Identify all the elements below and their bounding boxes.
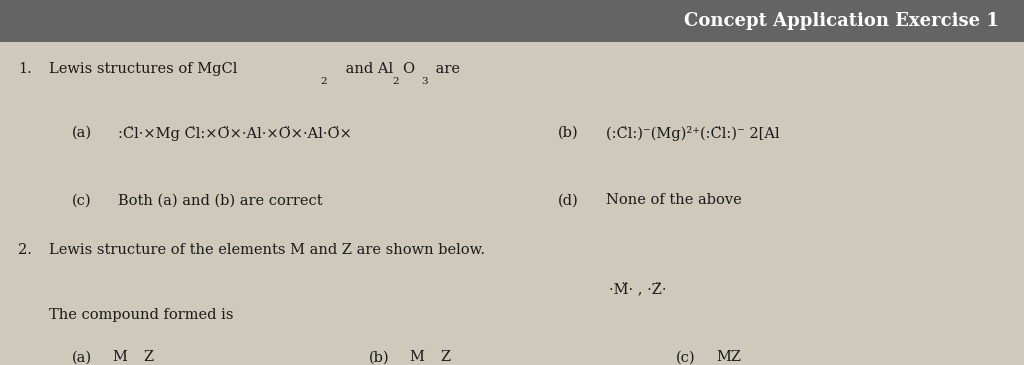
Text: are: are xyxy=(431,62,460,76)
FancyBboxPatch shape xyxy=(0,0,1024,42)
Text: (a): (a) xyxy=(72,126,92,140)
Text: Both (a) and (b) are correct: Both (a) and (b) are correct xyxy=(118,193,323,207)
Text: (b): (b) xyxy=(369,350,389,364)
Text: (:C̈l:)⁻(Mg)²⁺(:C̈l:)⁻ 2[Al: (:C̈l:)⁻(Mg)²⁺(:C̈l:)⁻ 2[Al xyxy=(606,126,780,141)
Text: 1.: 1. xyxy=(18,62,32,76)
Text: and Al: and Al xyxy=(341,62,393,76)
Text: Lewis structures of MgCl: Lewis structures of MgCl xyxy=(49,62,238,76)
Text: None of the above: None of the above xyxy=(606,193,742,207)
Text: O: O xyxy=(402,62,415,76)
Text: MZ: MZ xyxy=(717,350,741,364)
Text: 2: 2 xyxy=(321,77,327,86)
Text: 3: 3 xyxy=(421,77,427,86)
Text: 2.: 2. xyxy=(18,243,33,257)
Text: :C̈l·×Mg C̈l:×Ö×·Al·×Ö×·Al·Ö×: :C̈l·×Mg C̈l:×Ö×·Al·×Ö×·Al·Ö× xyxy=(118,126,351,141)
Text: (c): (c) xyxy=(676,350,695,364)
Text: Z: Z xyxy=(143,350,154,364)
Text: (a): (a) xyxy=(72,350,92,364)
Text: The compound formed is: The compound formed is xyxy=(49,308,233,322)
Text: (b): (b) xyxy=(558,126,579,140)
Text: Lewis structure of the elements M and Z are shown below.: Lewis structure of the elements M and Z … xyxy=(49,243,485,257)
Text: (d): (d) xyxy=(558,193,579,207)
Text: (c): (c) xyxy=(72,193,91,207)
Text: M: M xyxy=(113,350,128,364)
Text: ·M̈· , ·Z̈·: ·M̈· , ·Z̈· xyxy=(609,283,667,297)
Text: M: M xyxy=(410,350,425,364)
Text: 2: 2 xyxy=(392,77,398,86)
Text: Z: Z xyxy=(440,350,451,364)
Text: Concept Application Exercise 1: Concept Application Exercise 1 xyxy=(684,12,998,30)
